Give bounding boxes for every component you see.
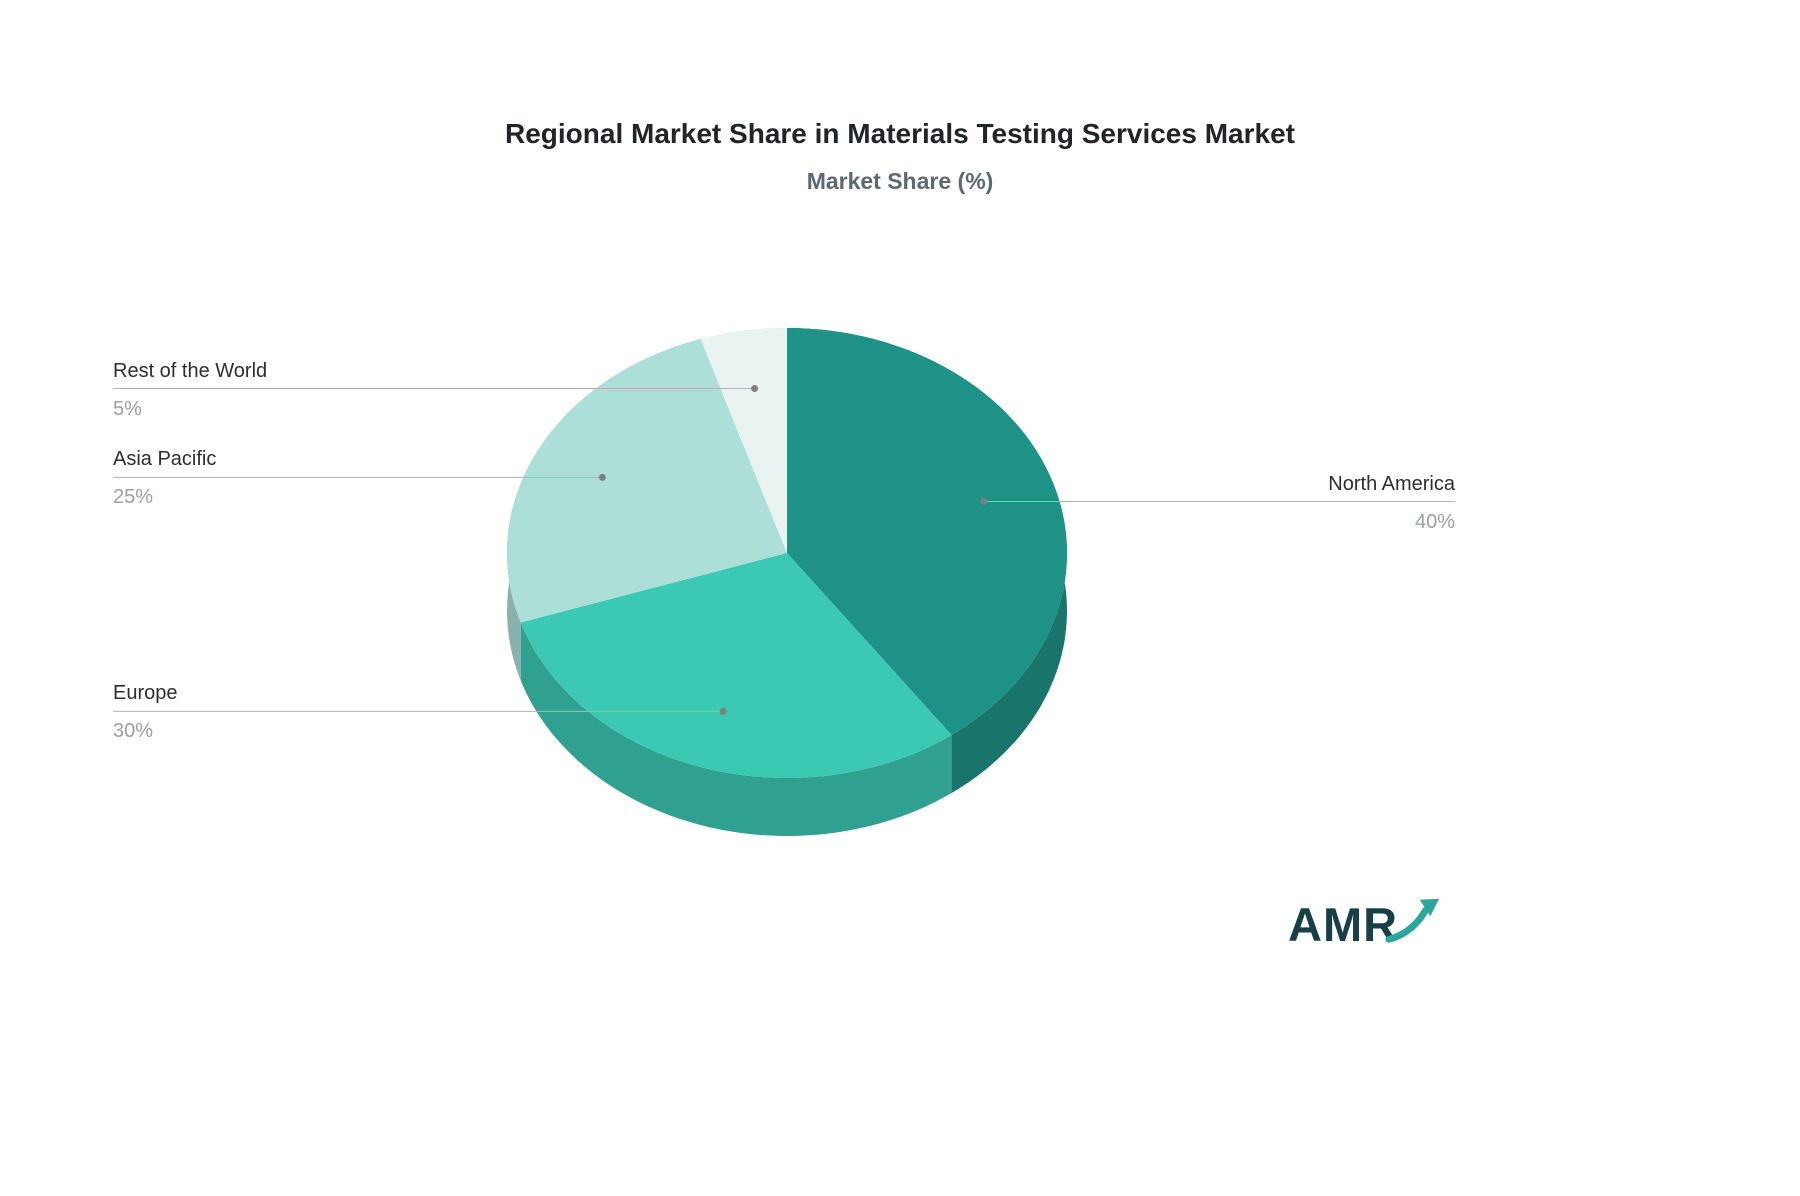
label-europe: Europe 30% bbox=[113, 681, 493, 743]
slice-pct-text: 25% bbox=[113, 486, 154, 509]
pie-slice-side-europe bbox=[520, 622, 952, 837]
slice-label-text: Asia Pacific bbox=[113, 448, 217, 471]
leader-dot-rest-of-the-world bbox=[751, 385, 759, 393]
leader-dot-asia-pacific bbox=[598, 473, 606, 481]
amr-logo: AMR bbox=[1288, 898, 1442, 952]
slice-label-text: Europe bbox=[113, 682, 178, 705]
pie-slice-asia-pacific bbox=[506, 339, 787, 623]
pie-slice-europe bbox=[520, 553, 952, 779]
leader-dot-europe bbox=[719, 707, 727, 715]
label-north-america: North America 40% bbox=[1075, 472, 1455, 534]
chart-title: Regional Market Share in Materials Testi… bbox=[504, 118, 1295, 149]
slice-pct-text: 5% bbox=[113, 397, 142, 420]
pie-slice-north-america bbox=[787, 328, 1068, 736]
label-rest-of-the-world: Rest of the World 5% bbox=[113, 359, 493, 421]
slice-pct-text: 40% bbox=[1414, 510, 1455, 533]
label-asia-pacific: Asia Pacific 25% bbox=[113, 447, 493, 509]
logo-text: AMR bbox=[1288, 898, 1399, 951]
leader-dot-north-america bbox=[980, 498, 988, 506]
slice-label-text: Rest of the World bbox=[113, 359, 268, 382]
slice-label-text: North America bbox=[1328, 472, 1455, 495]
chart-subtitle: Market Share (%) bbox=[806, 168, 994, 194]
slice-pct-text: 30% bbox=[113, 720, 154, 743]
growth-arrow-icon bbox=[1385, 898, 1440, 943]
pie-slice-rest-of-the-world bbox=[700, 328, 787, 553]
